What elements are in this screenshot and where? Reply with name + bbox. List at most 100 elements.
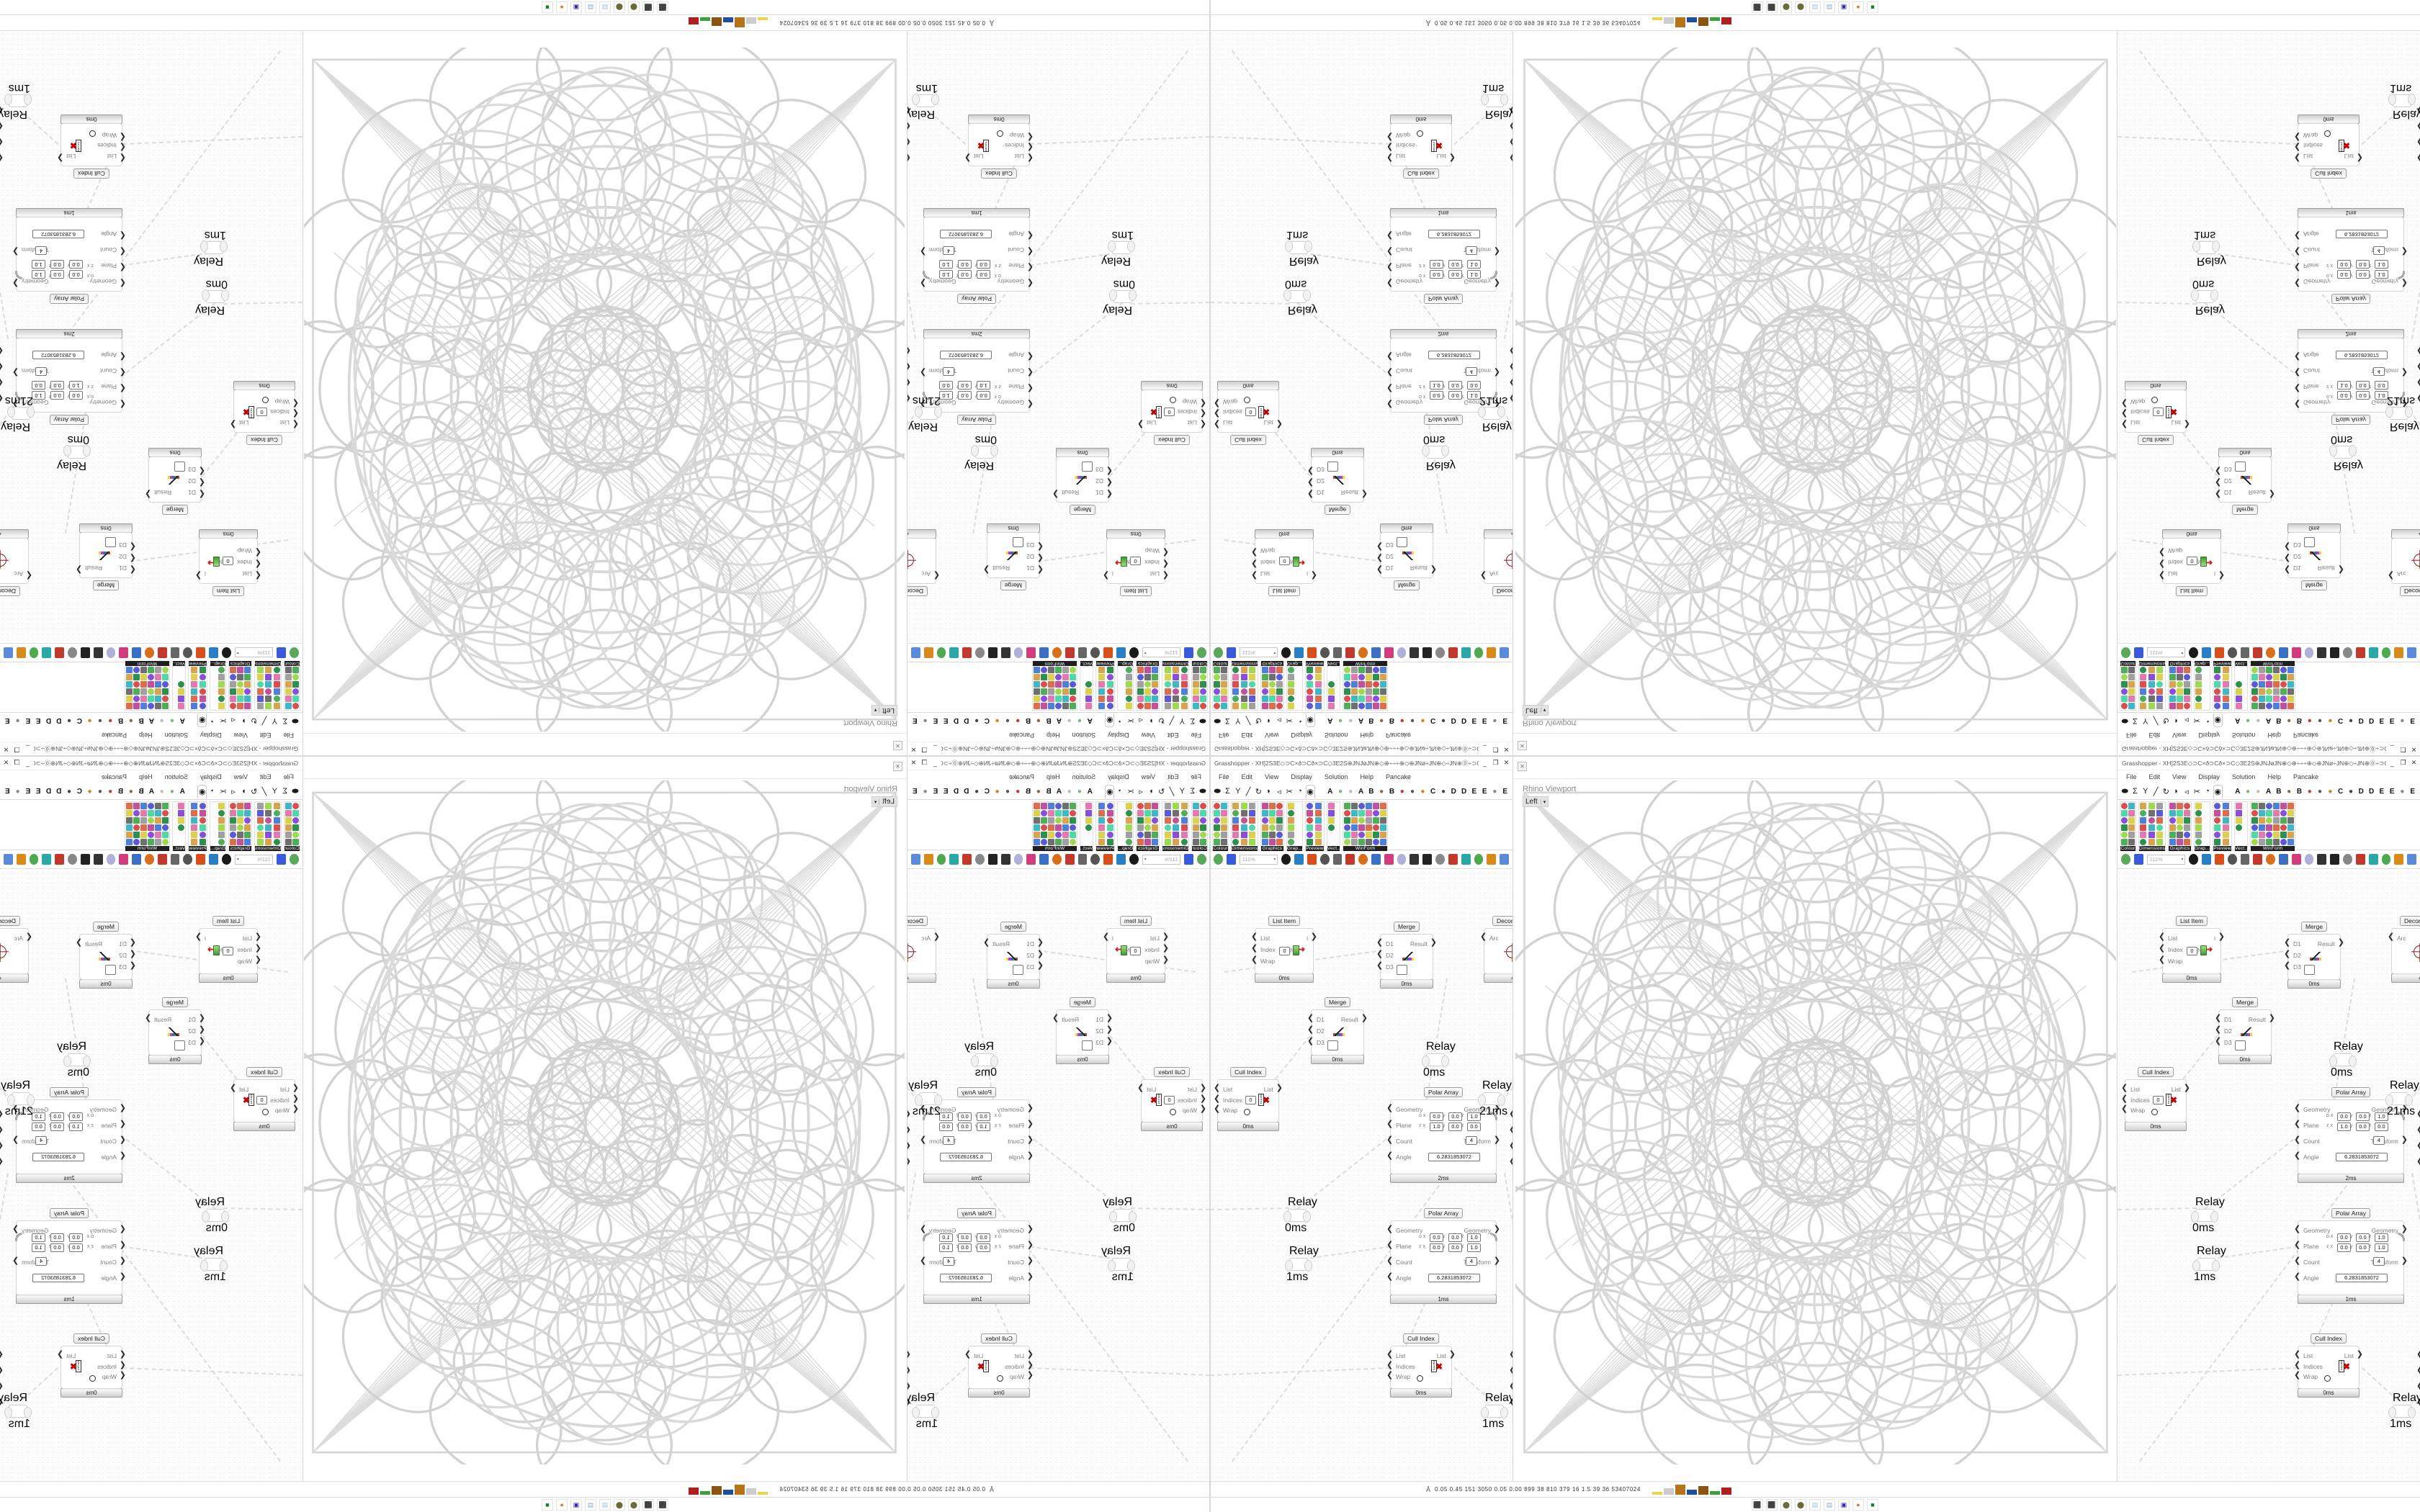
panel-icon[interactable] — [1249, 817, 1256, 824]
panel-icon[interactable] — [1098, 667, 1105, 673]
panel-icon[interactable] — [256, 696, 264, 702]
gha-icon[interactable] — [1065, 647, 1075, 658]
tab-e[interactable]: E — [1482, 716, 1487, 725]
output-port-result[interactable]: ❯ — [2337, 565, 2344, 574]
panel-icon[interactable] — [2280, 817, 2287, 824]
plane-value[interactable]: 0.0 — [1467, 381, 1481, 390]
panel-icon[interactable] — [2273, 688, 2280, 695]
panel-icon[interactable] — [1106, 839, 1113, 845]
menu-item-pancake[interactable]: Pancake — [102, 732, 127, 739]
panel-icon[interactable] — [2273, 674, 2280, 680]
input-port-geometry[interactable]: ❮ — [908, 1110, 911, 1118]
panel-icon[interactable] — [1193, 674, 1199, 680]
output-port-geometry[interactable]: ❯ — [2401, 1104, 2408, 1112]
tab-a[interactable]: A — [148, 787, 155, 796]
output-port-geometry[interactable]: ❯ — [2401, 279, 2408, 287]
relay-component[interactable]: Relay 21ms — [1478, 1079, 1512, 1117]
panel-icon[interactable] — [1380, 667, 1387, 673]
panel-icon[interactable] — [1106, 832, 1113, 838]
panel-icon[interactable] — [133, 817, 140, 824]
panel-icon[interactable] — [1351, 703, 1358, 709]
input-port-geometry[interactable]: ❮ — [908, 394, 911, 402]
panel-icon[interactable] — [2280, 803, 2287, 809]
input-port-geometry[interactable]: ❮ — [1509, 394, 1512, 402]
panel-icon[interactable] — [1214, 832, 1220, 838]
terminal-icon[interactable]: ■ — [542, 1499, 553, 1511]
panel-icon[interactable] — [1315, 703, 1322, 709]
scissors-icon[interactable] — [1410, 647, 1420, 658]
panel-icon[interactable] — [1040, 824, 1047, 831]
search-icon[interactable] — [2279, 647, 2288, 658]
menu-item-help[interactable]: Help — [139, 773, 153, 780]
panel-icon[interactable] — [2214, 696, 2221, 702]
input-port-wrap[interactable]: ❮ — [2294, 132, 2301, 141]
tab-e[interactable]: E — [1482, 787, 1487, 796]
orange-drop-icon[interactable] — [2394, 854, 2404, 865]
relay-body[interactable] — [68, 1053, 86, 1066]
minimize-button[interactable]: _ — [2390, 759, 2394, 767]
plane-value[interactable]: 1.0 — [69, 1122, 83, 1131]
input-port-list[interactable]: ❮ — [1251, 932, 1258, 941]
panel-icon[interactable] — [274, 810, 280, 816]
panel-icon[interactable] — [1327, 703, 1335, 709]
input-port-d3[interactable]: ❮ — [1036, 961, 1044, 970]
count-value[interactable]: 4 — [35, 1257, 47, 1266]
capsule-icon[interactable] — [1090, 647, 1101, 658]
panel-icon[interactable] — [237, 832, 244, 838]
angle-value[interactable]: 6.2831853072 — [2336, 351, 2388, 359]
capsule-icon[interactable] — [1319, 647, 1330, 658]
input-port-plane[interactable]: ❮ — [119, 384, 126, 392]
teal-drop-icon[interactable] — [949, 854, 959, 865]
tab-dots-icon[interactable]: ● — [2400, 787, 2405, 796]
panel-icon[interactable] — [1287, 824, 1294, 831]
input-port-list[interactable]: ❮ — [1386, 153, 1394, 162]
tab-params-icon[interactable]: ⬬ — [1214, 716, 1221, 726]
viewport-view-dropdown[interactable]: Left ▾ — [1523, 705, 1549, 716]
menu-item-display[interactable]: Display — [1291, 773, 1312, 780]
viewport-canvas[interactable] — [304, 780, 905, 1464]
panel-icon[interactable] — [1358, 667, 1366, 673]
panel-icon[interactable] — [265, 703, 272, 709]
output-port-result[interactable]: ❯ — [1430, 565, 1437, 574]
panel-icon[interactable] — [230, 810, 237, 816]
input-port-count[interactable]: ❮ — [2416, 1142, 2420, 1150]
input-port-geometry[interactable]: ❮ — [908, 153, 911, 162]
panel-icon[interactable] — [265, 832, 272, 838]
panel-icon[interactable] — [1144, 667, 1152, 673]
preview-eye-icon[interactable] — [1116, 647, 1126, 658]
panel-icon[interactable] — [190, 667, 197, 673]
panel-icon[interactable] — [2148, 688, 2155, 695]
preview-eye-icon[interactable] — [1116, 854, 1126, 865]
tab-b[interactable]: B — [1025, 787, 1031, 796]
panel-icon[interactable] — [2273, 703, 2280, 709]
relay-component[interactable]: Relay 21ms — [1, 1079, 33, 1117]
panel-icon[interactable] — [1232, 832, 1239, 838]
panel-icon[interactable] — [1307, 839, 1314, 845]
tab-maths-icon[interactable]: Σ — [1225, 716, 1230, 725]
panel-icon[interactable] — [2235, 803, 2242, 809]
panel-icon[interactable] — [1193, 832, 1199, 838]
plane-value[interactable]: 0.0 — [2337, 1243, 2351, 1252]
close-button[interactable]: ✕ — [1503, 759, 1510, 766]
input-port-geometry[interactable]: ❮ — [1026, 1225, 1034, 1233]
zoom-dropdown-caret[interactable]: ▾ — [1273, 857, 1276, 862]
input-port-d1[interactable]: ❮ — [129, 565, 136, 574]
panel-icon[interactable] — [2195, 674, 2202, 680]
panel-icon[interactable] — [1287, 688, 1294, 695]
tab-intersect-icon[interactable]: ✂ — [1286, 787, 1293, 796]
panel-icon[interactable] — [1232, 824, 1239, 831]
panel-icon[interactable] — [161, 667, 169, 673]
component-body[interactable]: ❮ List ❮ Indices ❮ Wrap ❯ List 0 1 2 ✖ — [57, 123, 126, 166]
panel-icon[interactable] — [2251, 674, 2259, 680]
panel-icon[interactable] — [2128, 817, 2135, 824]
input-port-index[interactable]: ❮ — [1162, 559, 1169, 568]
input-port-index[interactable]: ❮ — [1251, 944, 1258, 953]
panel-icon[interactable] — [1380, 674, 1387, 680]
input-port-angle[interactable]: ❮ — [119, 231, 126, 240]
menu-item-edit[interactable]: Edit — [259, 773, 272, 780]
plane-value[interactable]: 0.0 — [50, 381, 64, 390]
angle-value[interactable]: 6.2831853072 — [1428, 351, 1480, 359]
menu-item-pancake[interactable]: Pancake — [2293, 732, 2318, 739]
minimize-button[interactable]: _ — [933, 759, 938, 767]
panel-icon[interactable] — [1358, 803, 1366, 809]
